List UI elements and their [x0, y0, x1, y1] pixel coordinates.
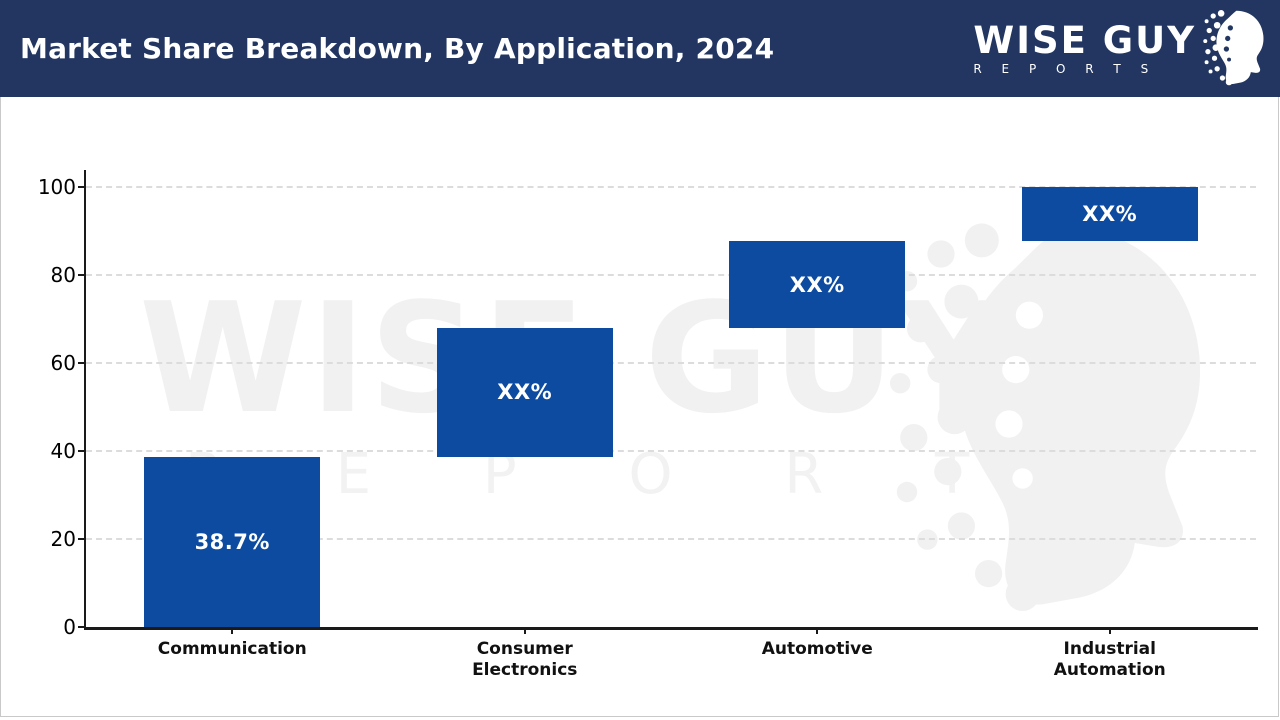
x-category-label: Communication	[157, 639, 307, 659]
y-axis	[84, 170, 86, 630]
logo-head-icon	[1203, 9, 1264, 85]
y-gridline	[86, 273, 1256, 276]
x-axis	[84, 627, 1258, 630]
bar-value-label: XX%	[1082, 202, 1138, 227]
y-tick-label: 80	[50, 262, 76, 287]
y-tick-mark	[78, 626, 86, 628]
chart-bar: XX%	[1021, 187, 1198, 241]
logo-wordmark: WISE GUY	[973, 19, 1196, 62]
y-tick-mark	[78, 185, 86, 188]
chart-bar: XX%	[729, 240, 906, 329]
watermark-subtext: R E P O R T S	[185, 442, 1164, 507]
y-gridline	[86, 449, 1256, 452]
y-tick-label: 40	[50, 438, 76, 463]
logo-text: WISE GUY R E P O R T S	[973, 19, 1196, 77]
plot-area: 0 20 40 60 80 100 38.7% XX% XX% XX% Communication C…	[1, 97, 1278, 716]
header-bar: Market Share Breakdown, By Application, …	[0, 0, 1280, 97]
watermark-head-icon	[890, 223, 1201, 611]
y-gridline	[86, 361, 1256, 364]
chart-title: Market Share Breakdown, By Application, …	[20, 32, 775, 65]
y-tick-mark	[78, 537, 86, 540]
y-gridline	[86, 185, 1256, 188]
logo-subtext: R E P O R T S	[973, 62, 1157, 76]
x-category-label: Industrial Automation	[1053, 639, 1166, 680]
y-tick-label: 100	[37, 174, 76, 199]
bar-value-label: XX%	[497, 380, 553, 405]
wiseguy-logo: WISE GUY R E P O R T S	[973, 8, 1266, 90]
chart-canvas: WISE GUY R E P O R T S 0 20 40 60 80 100 38.7%…	[0, 97, 1279, 717]
y-tick-label: 0	[63, 615, 76, 639]
x-tick-mark	[816, 627, 819, 634]
bar-value-label: 38.7%	[194, 529, 270, 554]
y-tick-mark	[78, 273, 86, 276]
y-tick-mark	[78, 449, 86, 452]
x-tick-mark	[231, 627, 234, 634]
bar-value-label: XX%	[789, 272, 845, 297]
x-tick-mark	[523, 627, 526, 634]
chart-bar: 38.7%	[144, 456, 321, 627]
x-category-label: Consumer Electronics	[472, 639, 578, 680]
x-tick-mark	[1108, 627, 1111, 634]
chart-bar: XX%	[436, 328, 613, 457]
y-gridline	[86, 537, 1256, 540]
y-tick-label: 60	[50, 350, 76, 375]
y-tick-mark	[78, 361, 86, 364]
x-category-label: Automotive	[761, 639, 873, 659]
y-tick-label: 20	[50, 526, 76, 551]
